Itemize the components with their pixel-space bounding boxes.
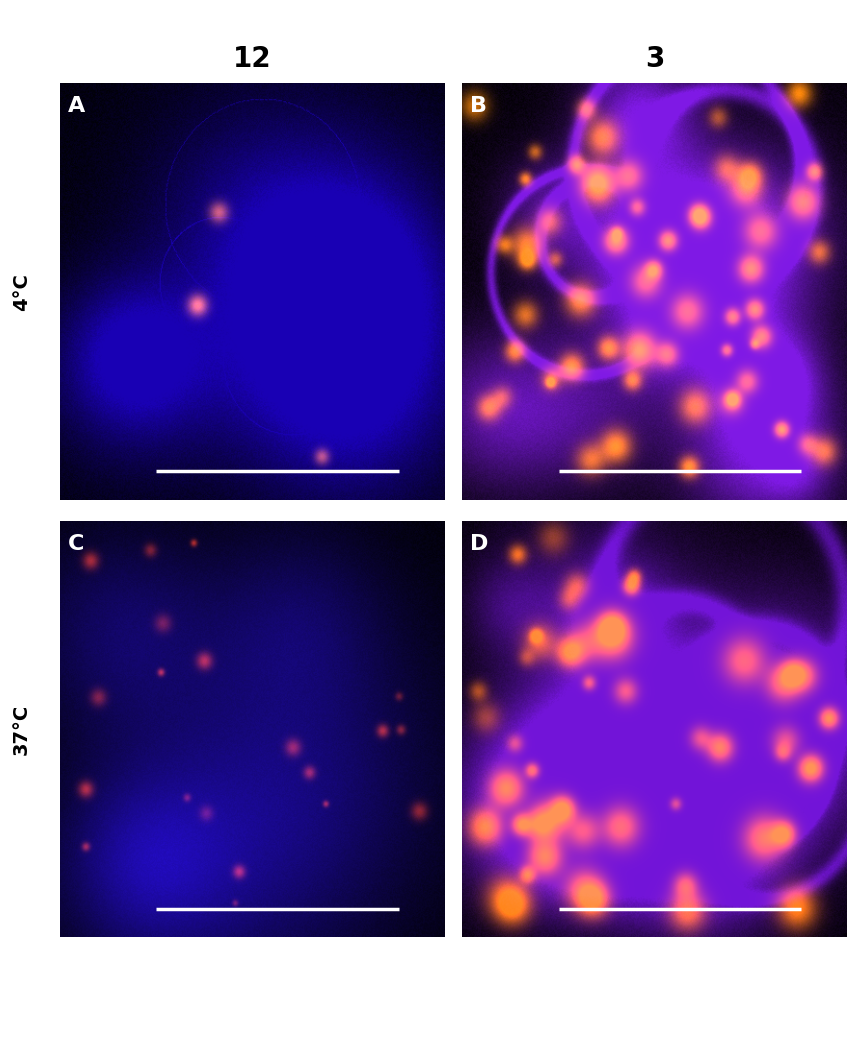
Text: D: D	[470, 534, 488, 553]
Text: 12: 12	[233, 45, 272, 73]
Text: 37°C: 37°C	[12, 703, 31, 755]
Text: 4°C: 4°C	[12, 273, 31, 311]
Text: 3: 3	[645, 45, 664, 73]
Text: A: A	[68, 96, 85, 116]
Text: C: C	[68, 534, 84, 553]
Text: B: B	[470, 96, 487, 116]
